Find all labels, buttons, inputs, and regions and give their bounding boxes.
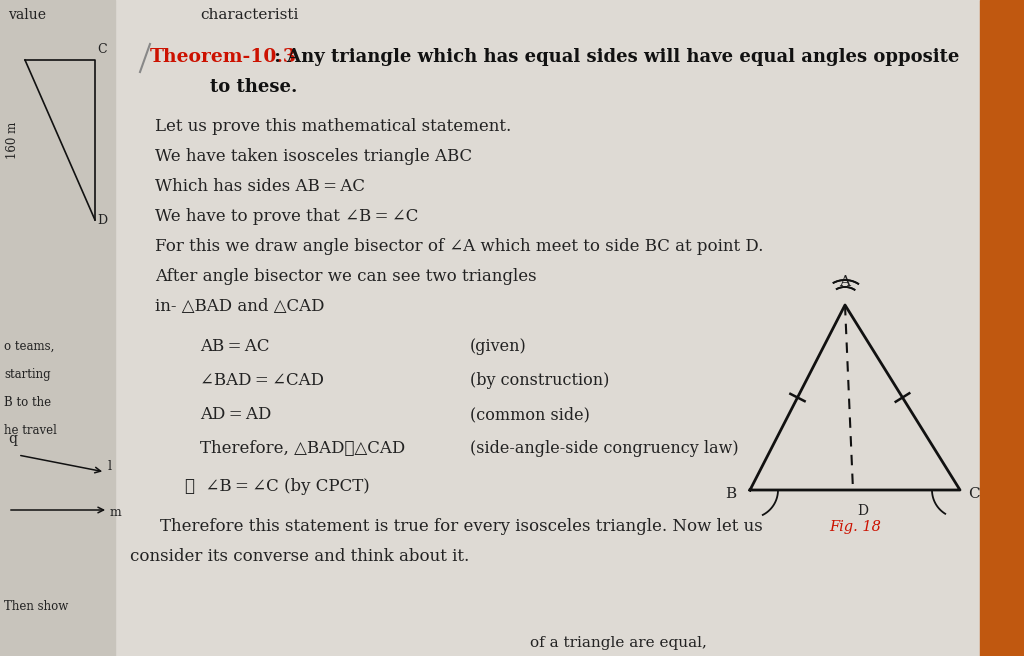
Text: (common side): (common side): [470, 406, 590, 423]
Text: Theorem-10.3: Theorem-10.3: [150, 48, 297, 66]
Text: : Any triangle which has equal sides will have equal angles opposite: : Any triangle which has equal sides wil…: [268, 48, 959, 66]
Bar: [0, 0, 115, 656]
Text: (given): (given): [470, 338, 526, 355]
Text: For this we draw angle bisector of ∠A which meet to side BC at point D.: For this we draw angle bisector of ∠A wh…: [155, 238, 763, 255]
Text: D: D: [857, 504, 868, 518]
Text: After angle bisector we can see two triangles: After angle bisector we can see two tria…: [155, 268, 537, 285]
Text: he travel: he travel: [4, 424, 57, 437]
Text: C: C: [97, 43, 106, 56]
Text: q: q: [8, 432, 17, 446]
Text: (by construction): (by construction): [470, 372, 609, 389]
Text: m: m: [110, 506, 122, 519]
Text: D: D: [97, 213, 108, 226]
Text: ∠BAD = ∠CAD: ∠BAD = ∠CAD: [200, 372, 324, 389]
Text: Therefore this statement is true for every isosceles triangle. Now let us: Therefore this statement is true for eve…: [160, 518, 763, 535]
Text: in- △BAD and △CAD: in- △BAD and △CAD: [155, 298, 325, 315]
Text: We have taken isosceles triangle ABC: We have taken isosceles triangle ABC: [155, 148, 472, 165]
Text: Fig. 18: Fig. 18: [829, 520, 881, 534]
Text: starting: starting: [4, 368, 50, 381]
Text: B: B: [725, 487, 736, 501]
Text: consider its converse and think about it.: consider its converse and think about it…: [130, 548, 469, 565]
Text: o teams,: o teams,: [4, 340, 54, 353]
Text: AB = AC: AB = AC: [200, 338, 269, 355]
Text: l: l: [108, 459, 112, 472]
Text: (side-angle-side congruency law): (side-angle-side congruency law): [470, 440, 738, 457]
Text: Then show: Then show: [4, 600, 69, 613]
Text: of a triangle are equal,: of a triangle are equal,: [530, 636, 707, 650]
Text: Let us prove this mathematical statement.: Let us prove this mathematical statement…: [155, 118, 511, 135]
Text: Which has sides AB = AC: Which has sides AB = AC: [155, 178, 365, 195]
Text: C: C: [968, 487, 980, 501]
Bar: [115, 0, 985, 656]
Text: value: value: [8, 8, 46, 22]
Text: characteristi: characteristi: [200, 8, 298, 22]
Bar: [980, 0, 1024, 656]
Text: 160 m: 160 m: [5, 121, 18, 159]
Text: Therefore, △BAD≅△CAD: Therefore, △BAD≅△CAD: [200, 440, 406, 457]
Text: AD = AD: AD = AD: [200, 406, 271, 423]
Text: to these.: to these.: [210, 78, 297, 96]
Text: A: A: [840, 275, 851, 289]
Text: ∴  ∠B = ∠C (by CPCT): ∴ ∠B = ∠C (by CPCT): [185, 478, 370, 495]
Text: B to the: B to the: [4, 396, 51, 409]
Text: We have to prove that ∠B = ∠C: We have to prove that ∠B = ∠C: [155, 208, 419, 225]
